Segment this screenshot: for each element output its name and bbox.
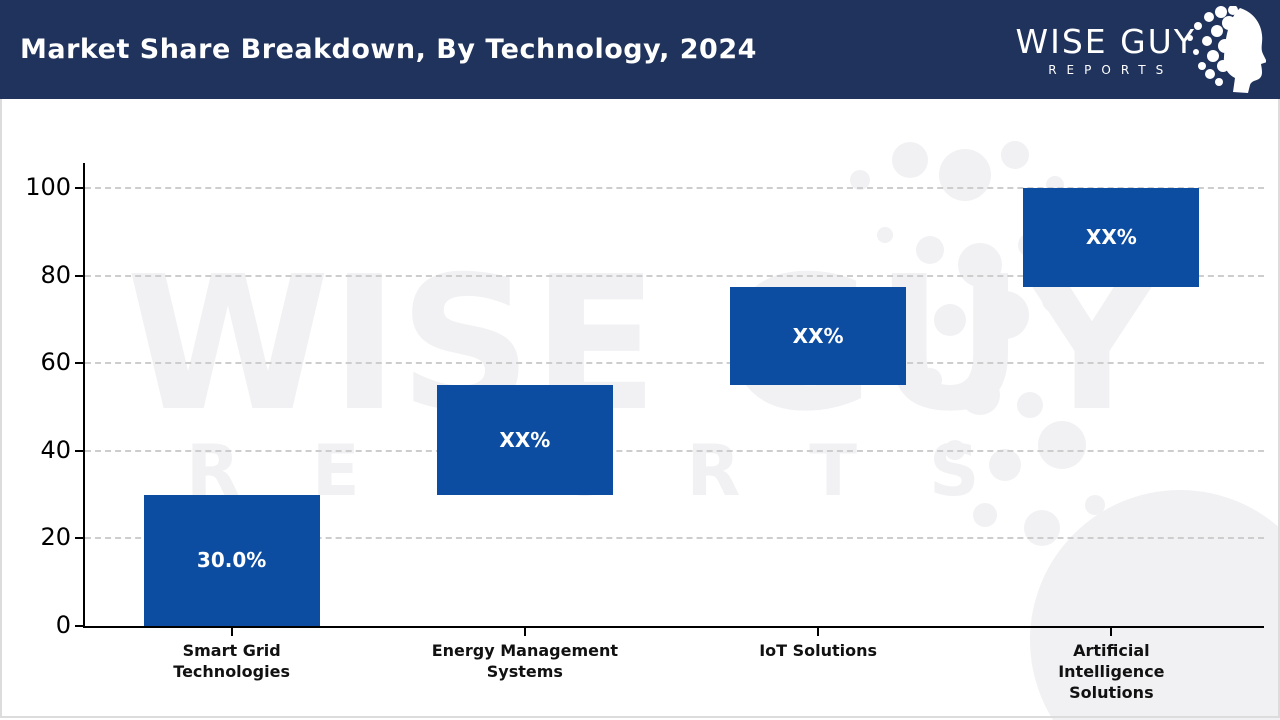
logo-wordmark: WISE GUY [1015,22,1196,61]
x-axis-label-line: Intelligence [1058,662,1165,681]
bar-value-label: XX% [1085,225,1137,250]
y-axis-tick [75,537,83,540]
y-axis-tick-label: 20 [40,523,71,552]
y-axis-tick [75,187,83,189]
page-title: Market Share Breakdown, By Technology, 2… [20,34,757,65]
gridline [85,274,1264,277]
x-axis-label-line: Technologies [173,662,290,681]
y-axis-tick [75,449,83,452]
x-axis-tick [230,628,233,636]
x-axis-label-line: Systems [486,662,563,681]
gridline [85,362,1264,365]
y-axis-tick-label: 0 [55,611,71,639]
header-bar: Market Share Breakdown, By Technology, 2… [0,0,1280,99]
bar-4: XX% [1023,188,1200,287]
bar-value-label: XX% [792,323,844,348]
x-axis-label: Artificial Intelligence Solutions [981,640,1241,703]
x-axis-label-line: Solutions [1069,683,1154,702]
x-axis-label: Smart Grid Technologies [102,640,362,682]
x-axis-label-line: Smart Grid [182,641,281,660]
logo-text: WISE GUY REPORTS [1015,22,1196,77]
y-axis-tick-label: 40 [40,435,71,464]
gridline [85,187,1264,189]
y-axis-line [83,163,85,628]
x-axis-label-line: Energy Management [431,641,619,660]
bar-value-label: XX% [499,427,551,452]
x-axis-label: Energy Management Systems [395,640,655,682]
wiseguy-logo: WISE GUY REPORTS [1015,5,1266,94]
bar-1: 30.0% [143,494,320,626]
y-axis-tick-label: 60 [40,348,71,377]
x-axis-tick [1110,628,1113,636]
bar-2: XX% [436,385,613,495]
x-axis-tick [817,628,820,636]
x-axis-line [83,626,1264,628]
bar-value-label: 30.0% [196,548,267,573]
logo-subtext: REPORTS [1048,63,1174,77]
y-axis-tick [75,274,83,277]
y-axis-tick [75,625,83,627]
y-axis-tick-label: 80 [40,260,71,289]
x-axis-tick [523,628,526,636]
gridline [85,537,1264,540]
y-axis-tick [75,362,83,365]
gridline [85,449,1264,452]
bar-3: XX% [730,286,907,386]
x-axis-label: IoT Solutions [688,640,948,661]
x-axis-label-line: Artificial [1073,641,1150,660]
x-axis-label-line: IoT Solutions [759,641,878,660]
y-axis-tick-label: 100 [25,173,71,201]
logo-face-icon [1187,5,1266,93]
